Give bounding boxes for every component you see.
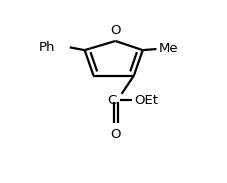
Text: Ph: Ph xyxy=(39,41,56,54)
Text: C: C xyxy=(107,94,116,107)
Text: O: O xyxy=(110,25,121,38)
Text: OEt: OEt xyxy=(134,94,158,107)
Text: Me: Me xyxy=(159,42,178,55)
Text: O: O xyxy=(111,128,121,141)
